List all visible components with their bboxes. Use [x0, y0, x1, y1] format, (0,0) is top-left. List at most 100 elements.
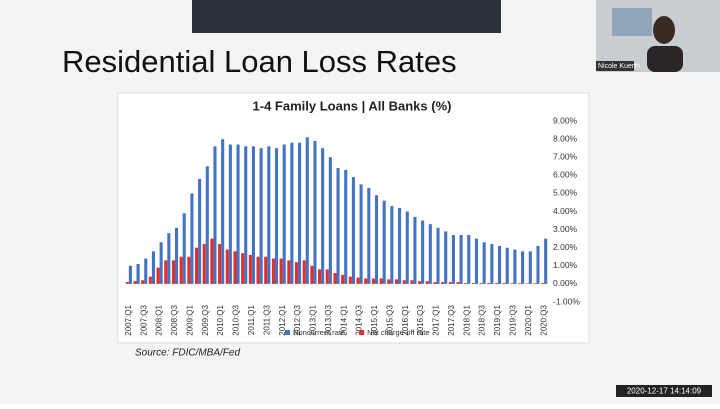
bar [505, 247, 509, 284]
bar [241, 253, 245, 284]
bar [474, 238, 479, 284]
bar [141, 280, 145, 284]
bar [428, 224, 432, 284]
bar [528, 251, 532, 284]
x-tick-label: 2019:Q3 [509, 304, 518, 335]
x-tick-label: 2014:Q3 [355, 304, 364, 335]
bar [371, 278, 375, 284]
x-tick-label: 2009:Q1 [185, 304, 194, 335]
bar [225, 249, 229, 284]
x-tick-label: 2019:Q1 [493, 304, 502, 335]
x-tick-label: 2008:Q1 [155, 304, 164, 335]
bar [174, 227, 179, 284]
y-tick-label: -1.00% [553, 296, 580, 306]
bar [148, 276, 152, 284]
bar [336, 168, 340, 284]
bar [459, 235, 463, 284]
bar [264, 256, 268, 284]
bar [541, 282, 545, 284]
plot: -1.00% 0.00% 1.00% 2.00% 3.00% 4.00% 5.00% 6.00… [124, 115, 580, 337]
x-tick-label: 2015:Q3 [385, 304, 394, 335]
bar [128, 265, 132, 284]
bar [190, 193, 194, 284]
x-tick-label: 2012:Q3 [293, 304, 302, 335]
x-tick-label: 2007:Q3 [139, 304, 148, 335]
presenter-body [647, 46, 683, 72]
x-tick-label: 2007:Q1 [124, 304, 133, 335]
x-tick-label: 2011:Q1 [247, 304, 256, 335]
bar [479, 282, 483, 284]
bar [487, 282, 491, 284]
x-tick-label: 2017:Q3 [447, 304, 456, 335]
bar [302, 260, 306, 284]
bar [133, 281, 137, 284]
bar [294, 262, 299, 284]
y-tick-label: 9.00% [553, 115, 578, 125]
bar [213, 146, 217, 284]
bar [179, 256, 183, 284]
bar [218, 244, 222, 284]
bar [267, 146, 271, 284]
bar [136, 263, 140, 284]
bar [444, 231, 448, 284]
bar [333, 273, 337, 284]
bar [325, 269, 329, 284]
bar [310, 265, 314, 284]
bar [387, 279, 391, 284]
bar [367, 187, 371, 284]
x-tick-label: 2018:Q3 [478, 304, 487, 335]
x-tick-label: 2020:Q3 [539, 304, 548, 335]
x-tick-label: 2018:Q1 [462, 304, 471, 335]
bar [418, 281, 422, 284]
legend-swatch [359, 330, 365, 335]
bar [348, 276, 352, 284]
legend-label: Noncurrent rate [293, 328, 345, 337]
bar [464, 282, 468, 284]
bar [359, 184, 363, 284]
bar [482, 242, 486, 284]
bar [456, 282, 460, 284]
bar [151, 251, 155, 284]
bar [518, 283, 522, 284]
bar [202, 244, 206, 284]
bar [394, 279, 399, 284]
x-tick-label: 2013:Q3 [324, 304, 333, 335]
bar [344, 169, 348, 284]
bar [490, 244, 494, 284]
bar [156, 267, 160, 284]
bar [167, 233, 171, 284]
legend-swatch [285, 330, 290, 335]
bar [164, 260, 168, 284]
bar [521, 251, 525, 284]
bar [244, 146, 248, 284]
bar [259, 148, 263, 284]
x-tick-label: 2020:Q1 [524, 304, 533, 335]
name-tag [596, 61, 634, 71]
bar [356, 277, 360, 284]
bar [441, 282, 445, 284]
presenter-head [653, 16, 675, 44]
x-tick-label: 2013:Q1 [309, 304, 318, 335]
webcam-background [612, 8, 652, 36]
legend-label: Net charge-off rate [367, 328, 429, 337]
x-tick-label: 2017:Q1 [432, 304, 441, 335]
bar [494, 282, 499, 284]
y-tick-label: 1.00% [553, 260, 578, 270]
y-tick-label: 7.00% [553, 151, 578, 161]
x-tick-label: 2011:Q3 [262, 304, 271, 335]
bar [159, 242, 163, 284]
y-tick-label: 3.00% [553, 224, 578, 234]
bar [248, 254, 252, 284]
bar [194, 247, 199, 284]
bar [221, 139, 225, 284]
x-tick-label: 2016:Q1 [401, 304, 410, 335]
bar [256, 256, 260, 284]
bar [502, 282, 506, 284]
bar [433, 282, 437, 284]
bar [187, 256, 191, 284]
bar [125, 282, 129, 284]
x-tick-label: 2009:Q3 [201, 304, 210, 335]
top-bar [192, 0, 501, 33]
slide-title: Residential Loan Loss Rates [62, 44, 457, 79]
